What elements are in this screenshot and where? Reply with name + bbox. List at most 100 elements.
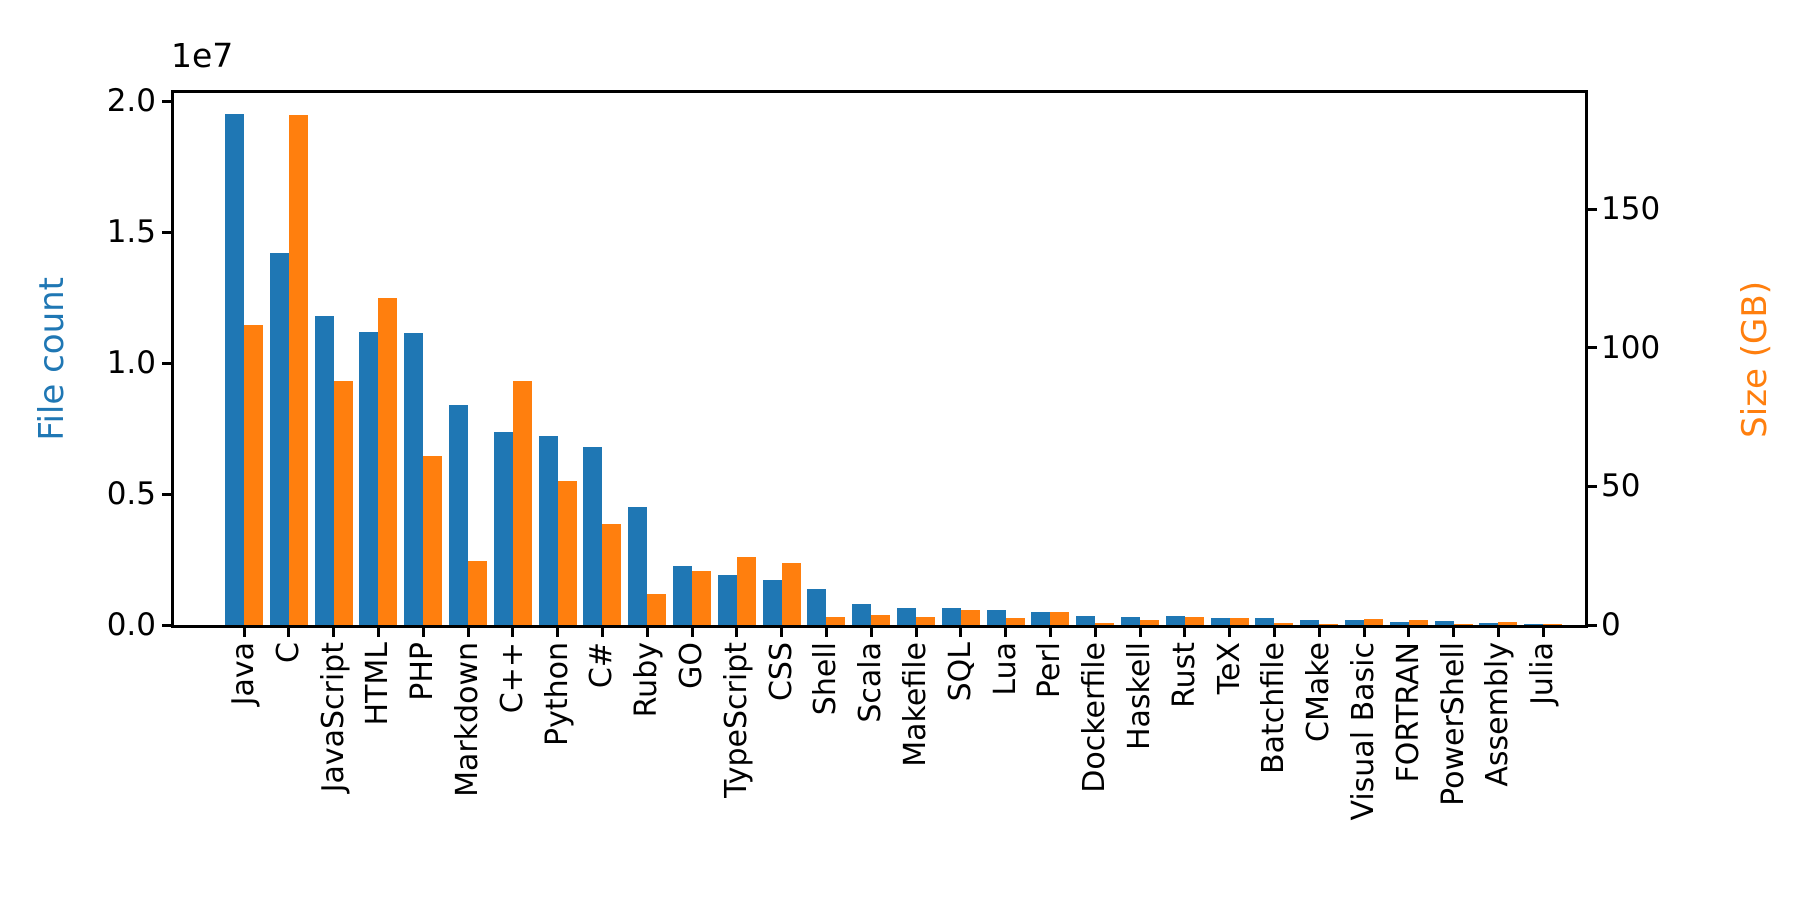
bar-file-count-TeX — [1210, 618, 1230, 625]
y-axis-offset-text: 1e7 — [171, 36, 234, 75]
bar-size-Perl — [1050, 612, 1070, 625]
x-tick — [1004, 628, 1008, 637]
x-tick-label-Assembly: Assembly — [1480, 642, 1516, 787]
bar-file-count-PowerShell — [1434, 621, 1454, 625]
x-tick — [511, 628, 515, 637]
bar-size-CSS — [781, 562, 801, 625]
left-y-tick-label: 2.0 — [106, 83, 156, 119]
x-tick-label-Batchfile: Batchfile — [1256, 642, 1292, 774]
bar-size-Rust — [1184, 617, 1204, 625]
x-tick-label-Scala: Scala — [853, 642, 889, 723]
x-tick — [824, 628, 828, 637]
bar-size-Makefile — [916, 616, 935, 625]
bar-size-HTML — [378, 297, 398, 625]
bar-size-PowerShell — [1453, 623, 1473, 625]
left-y-tick — [162, 361, 171, 365]
x-tick — [242, 628, 246, 637]
x-tick-label-Dockerfile: Dockerfile — [1077, 642, 1113, 793]
x-tick-label-TeX: TeX — [1211, 642, 1247, 695]
right-y-tick — [1588, 346, 1597, 350]
bar-size-C# — [602, 523, 622, 625]
bar-file-count-Shell — [807, 589, 827, 625]
bar-size-Lua — [1005, 617, 1025, 625]
x-tick — [421, 628, 425, 637]
right-y-tick — [1588, 623, 1597, 627]
bar-size-Shell — [826, 616, 846, 625]
x-tick — [1317, 628, 1321, 637]
x-tick-label-Python: Python — [539, 642, 575, 746]
bar-file-count-JavaScript — [314, 315, 334, 625]
bar-file-count-CMake — [1300, 620, 1320, 625]
bar-file-count-Rust — [1165, 616, 1185, 625]
x-tick-label-CMake: CMake — [1301, 642, 1337, 742]
bar-size-Dockerfile — [1095, 623, 1115, 625]
bar-size-Batchfile — [1274, 623, 1294, 625]
x-tick-label-SQL: SQL — [942, 642, 978, 702]
left-y-tick-label: 0.5 — [106, 476, 156, 512]
x-tick — [1407, 628, 1411, 637]
bar-file-count-Ruby — [628, 507, 648, 625]
bar-file-count-Visual Basic — [1345, 620, 1364, 625]
bar-size-TypeScript — [736, 557, 756, 625]
x-tick-label-Java: Java — [226, 642, 261, 706]
bar-size-Haskell — [1140, 619, 1159, 625]
x-tick — [600, 628, 604, 637]
x-tick — [1362, 628, 1366, 637]
right-y-tick — [1588, 484, 1597, 488]
bar-file-count-CSS — [762, 579, 782, 625]
bar-file-count-TypeScript — [717, 574, 737, 625]
x-tick — [1048, 628, 1052, 637]
x-tick — [1228, 628, 1232, 637]
bar-size-Visual Basic — [1364, 618, 1383, 625]
bar-size-Java — [244, 325, 263, 625]
x-tick — [1272, 628, 1276, 637]
bar-size-GO — [692, 570, 711, 625]
x-tick — [1541, 628, 1545, 637]
x-tick — [466, 628, 470, 637]
bar-file-count-C++ — [493, 432, 513, 625]
x-tick — [556, 628, 560, 637]
right-axis-title: Size (GB) — [1735, 280, 1775, 438]
x-tick — [1496, 628, 1500, 637]
left-y-tick — [162, 623, 171, 627]
x-tick — [959, 628, 963, 637]
x-tick-label-Julia: Julia — [1525, 642, 1561, 705]
left-y-tick — [162, 99, 171, 103]
left-y-tick-label: 1.0 — [106, 345, 156, 381]
x-tick — [332, 628, 336, 637]
x-tick — [287, 628, 291, 637]
bar-file-count-Perl — [1031, 612, 1051, 625]
x-tick-label-Shell: Shell — [808, 642, 844, 716]
x-tick-label-JavaScript: JavaScript — [315, 642, 351, 793]
right-y-tick-label: 50 — [1601, 468, 1641, 505]
bar-size-C++ — [512, 380, 532, 625]
x-tick-label-Perl: Perl — [1032, 642, 1068, 699]
x-tick — [780, 628, 784, 637]
x-tick — [1183, 628, 1187, 637]
x-tick-label-PowerShell: PowerShell — [1435, 642, 1471, 806]
bar-size-Julia — [1543, 624, 1563, 626]
bar-file-count-Haskell — [1121, 616, 1140, 625]
x-tick — [914, 628, 918, 637]
x-tick — [1138, 628, 1142, 637]
bar-size-Assembly — [1498, 622, 1518, 625]
x-tick-label-PHP: PHP — [405, 642, 441, 701]
bar-file-count-C — [269, 252, 289, 625]
x-tick — [645, 628, 649, 637]
x-tick — [690, 628, 694, 637]
right-y-tick-label: 100 — [1601, 329, 1661, 366]
x-tick — [735, 628, 739, 637]
x-tick — [1093, 628, 1097, 637]
x-tick — [1452, 628, 1456, 637]
x-tick-label-GO: GO — [674, 642, 709, 689]
left-y-tick — [162, 230, 171, 234]
bar-size-CMake — [1319, 623, 1339, 625]
x-tick-label-HTML: HTML — [360, 642, 396, 726]
bar-file-count-PHP — [404, 332, 424, 625]
bar-file-count-Assembly — [1479, 623, 1499, 625]
left-y-tick-label: 0.0 — [106, 607, 156, 643]
bar-file-count-Dockerfile — [1076, 616, 1096, 625]
left-y-tick-label: 1.5 — [106, 214, 156, 250]
x-tick — [376, 628, 380, 637]
bar-size-Scala — [871, 615, 891, 625]
